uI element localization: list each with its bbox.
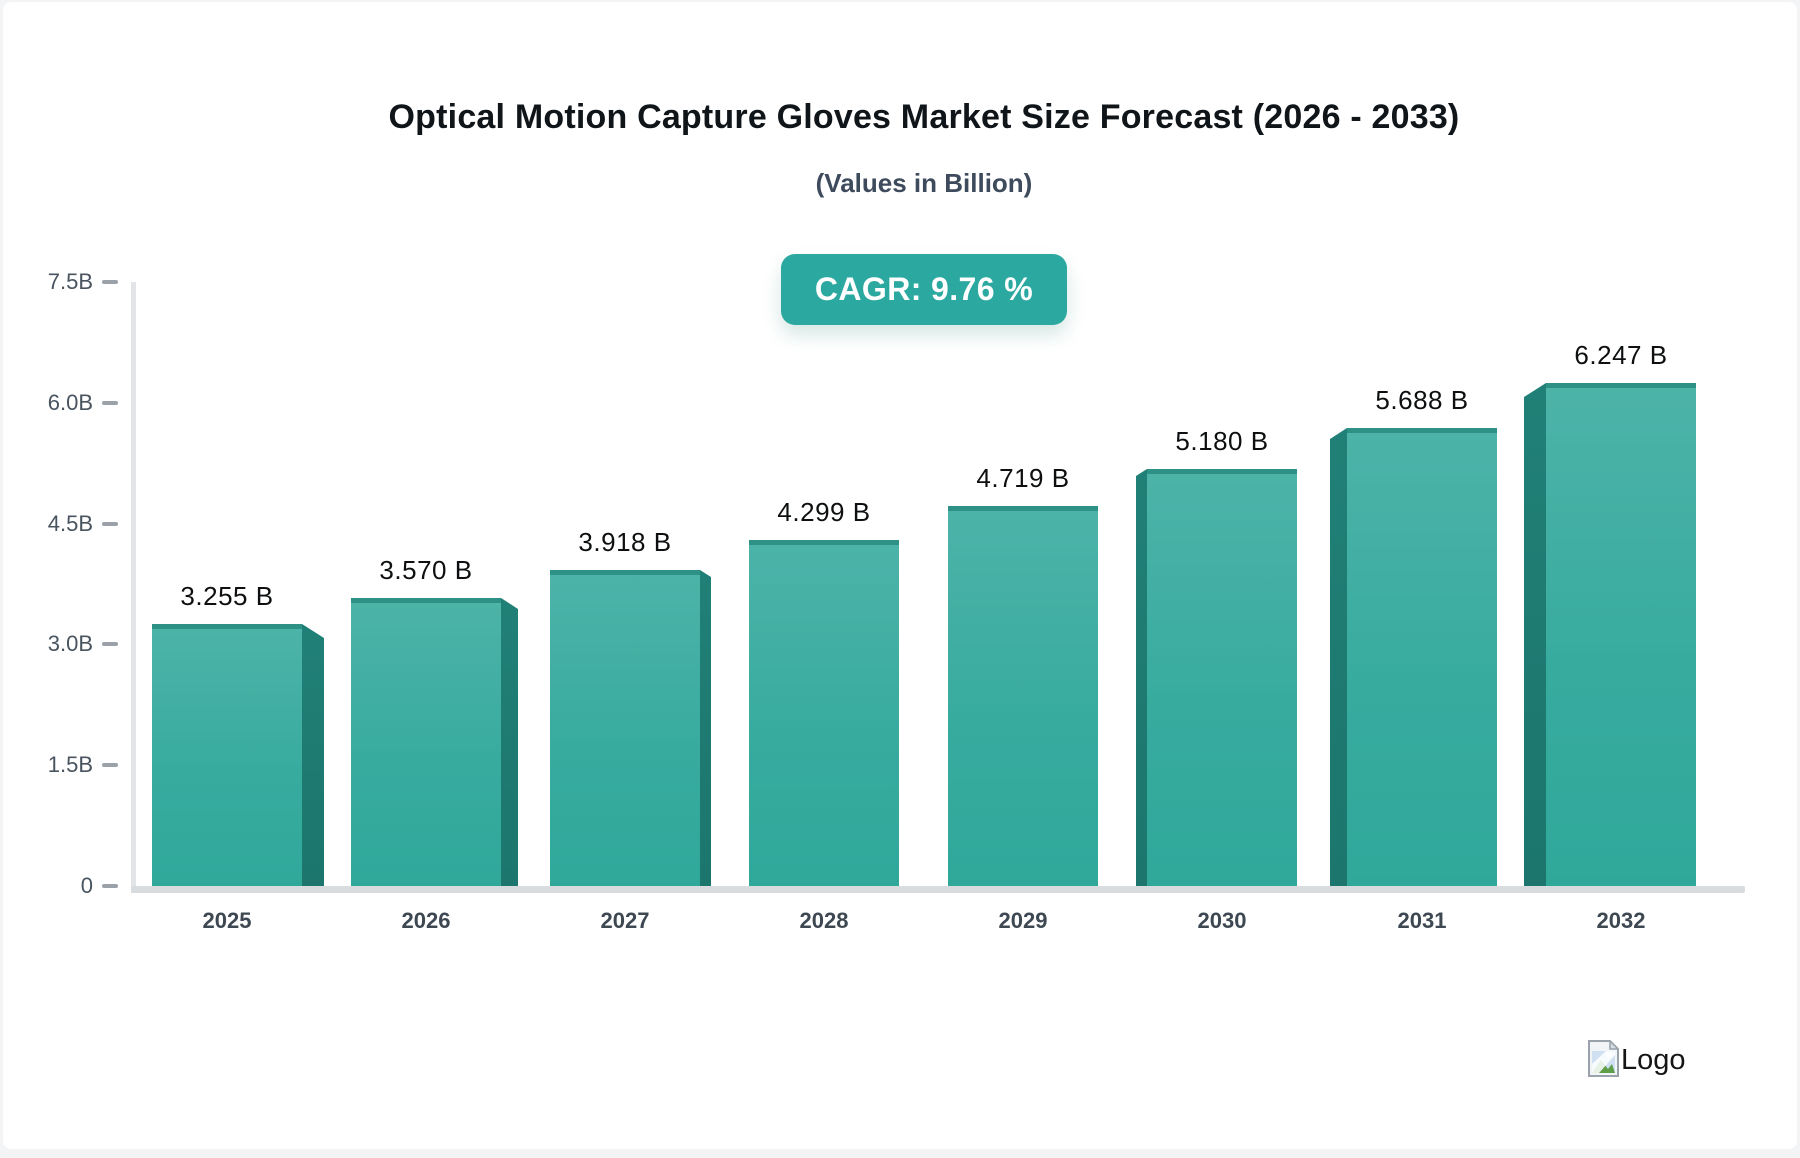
bar-value-label: 5.688 B: [1375, 385, 1469, 415]
x-axis-category-label: 2027: [600, 908, 650, 933]
bar-2026: [351, 598, 501, 886]
x-axis-baseline: [131, 886, 1745, 893]
y-axis-tick-label: 6.0B: [47, 389, 93, 415]
bar-2029: [948, 506, 1098, 886]
chart-title: Optical Motion Capture Gloves Market Siz…: [388, 98, 1460, 136]
bar-2027: [550, 570, 700, 886]
bar-3d-side: [700, 570, 711, 886]
bar-value-label: 4.719 B: [976, 463, 1070, 493]
bar-3d-side: [1330, 428, 1347, 886]
y-axis-tick-mark: [102, 521, 118, 526]
bar-2032: [1546, 383, 1696, 886]
logo: Logo: [1588, 1040, 1686, 1077]
y-axis-tick-mark: [102, 280, 118, 284]
bar-3d-side: [1524, 383, 1546, 886]
bar-value-label: 3.255 B: [180, 581, 274, 611]
bar-value-label: 5.180 B: [1175, 426, 1269, 456]
bar-value-label: 6.247 B: [1574, 340, 1668, 370]
bar-3d-side: [1136, 469, 1147, 886]
bar-chart-plot-area: 7.5B 6.0B 4.5B 3.0B 1.5B 0 3.255 B 2025 3.570 B 2…: [3, 2, 1800, 1158]
bar-2028: [749, 540, 899, 886]
x-axis-category-label: 2028: [799, 908, 849, 933]
x-axis-category-label: 2031: [1397, 908, 1447, 933]
y-axis-tick-label: 1.5B: [47, 752, 93, 778]
chart-subtitle: (Values in Billion): [815, 168, 1033, 198]
y-axis-tick-label: 4.5B: [47, 510, 93, 536]
y-axis-tick-label: 7.5B: [47, 269, 93, 294]
bar-2025: [152, 624, 302, 886]
cagr-badge-row: CAGR: 9.76 %: [51, 254, 1797, 325]
bar-value-label: 3.570 B: [379, 555, 473, 585]
y-axis-line: [131, 282, 136, 893]
x-axis-category-label: 2026: [401, 908, 451, 933]
x-axis-category-label: 2030: [1197, 908, 1247, 933]
chart-card: Optical Motion Capture Gloves Market Siz…: [3, 2, 1797, 1149]
y-axis-tick-mark: [102, 763, 118, 768]
cagr-badge: CAGR: 9.76 %: [780, 254, 1068, 325]
bar-3d-side: [501, 598, 518, 886]
bar-3d-side: [302, 624, 324, 886]
y-axis-tick-mark: [102, 884, 118, 888]
y-axis-tick-mark: [102, 400, 118, 405]
broken-image-icon: [1588, 1040, 1619, 1077]
bar-2031: [1347, 428, 1497, 886]
y-axis-tick-label: 3.0B: [47, 631, 93, 657]
bar-2030: [1147, 469, 1297, 886]
logo-alt-text: Logo: [1621, 1044, 1686, 1077]
x-axis-category-label: 2029: [998, 908, 1048, 933]
y-axis-tick-mark: [102, 642, 118, 647]
bar-value-label: 4.299 B: [777, 497, 871, 527]
x-axis-category-label: 2025: [202, 908, 252, 933]
y-axis-tick-label: 0: [80, 873, 93, 898]
bar-value-label: 3.918 B: [578, 527, 672, 557]
x-axis-category-label: 2032: [1596, 908, 1646, 933]
